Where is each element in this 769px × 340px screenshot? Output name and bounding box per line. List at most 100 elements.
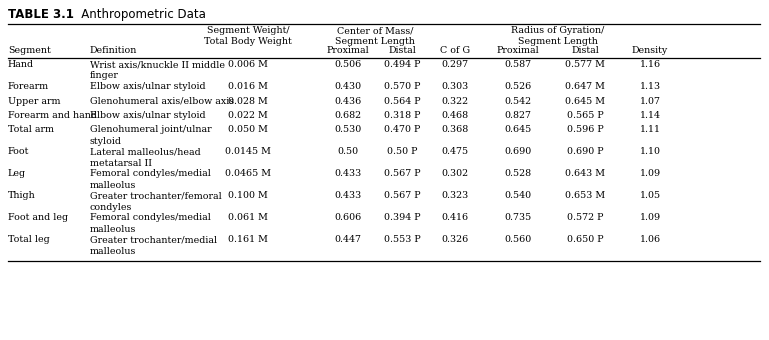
Text: 0.061 M: 0.061 M — [228, 214, 268, 222]
Text: 0.430: 0.430 — [335, 82, 361, 91]
Text: Distal: Distal — [571, 46, 599, 55]
Text: 0.577 M: 0.577 M — [565, 60, 605, 69]
Text: Greater trochanter/medial
malleolus: Greater trochanter/medial malleolus — [90, 236, 217, 256]
Text: 0.468: 0.468 — [441, 111, 468, 120]
Text: Distal: Distal — [388, 46, 416, 55]
Text: 0.526: 0.526 — [504, 82, 531, 91]
Text: Thigh: Thigh — [8, 191, 35, 201]
Text: 0.560: 0.560 — [504, 236, 531, 244]
Text: 0.494 P: 0.494 P — [384, 60, 420, 69]
Text: 1.07: 1.07 — [640, 97, 661, 105]
Text: 0.447: 0.447 — [335, 236, 361, 244]
Text: Density: Density — [632, 46, 668, 55]
Text: 0.565 P: 0.565 P — [567, 111, 604, 120]
Text: 0.735: 0.735 — [504, 214, 531, 222]
Text: 0.827: 0.827 — [504, 111, 531, 120]
Text: 0.567 P: 0.567 P — [384, 191, 421, 201]
Text: 0.303: 0.303 — [441, 82, 468, 91]
Text: Segment: Segment — [8, 46, 51, 55]
Text: Glenohumeral joint/ulnar
styloid: Glenohumeral joint/ulnar styloid — [90, 125, 211, 146]
Text: 0.572 P: 0.572 P — [567, 214, 603, 222]
Text: 0.596 P: 0.596 P — [567, 125, 604, 135]
Text: 0.302: 0.302 — [441, 170, 468, 178]
Text: Anthropometric Data: Anthropometric Data — [70, 8, 206, 21]
Text: 1.09: 1.09 — [640, 170, 661, 178]
Text: 0.645 M: 0.645 M — [565, 97, 605, 105]
Text: 1.05: 1.05 — [640, 191, 661, 201]
Text: 0.567 P: 0.567 P — [384, 170, 421, 178]
Text: 0.542: 0.542 — [504, 97, 531, 105]
Text: Total leg: Total leg — [8, 236, 50, 244]
Text: 0.326: 0.326 — [441, 236, 468, 244]
Text: 0.433: 0.433 — [335, 191, 361, 201]
Text: 0.368: 0.368 — [441, 125, 468, 135]
Text: 0.161 M: 0.161 M — [228, 236, 268, 244]
Text: 0.647 M: 0.647 M — [565, 82, 605, 91]
Text: 1.10: 1.10 — [640, 148, 661, 156]
Text: 0.016 M: 0.016 M — [228, 82, 268, 91]
Text: Femoral condyles/medial
malleolus: Femoral condyles/medial malleolus — [90, 170, 211, 190]
Text: 0.323: 0.323 — [441, 191, 468, 201]
Text: 0.606: 0.606 — [335, 214, 361, 222]
Text: 0.50: 0.50 — [338, 148, 358, 156]
Text: 0.540: 0.540 — [504, 191, 531, 201]
Text: Definition: Definition — [90, 46, 138, 55]
Text: 1.11: 1.11 — [640, 125, 661, 135]
Text: 1.09: 1.09 — [640, 214, 661, 222]
Text: 0.682: 0.682 — [335, 111, 361, 120]
Text: 0.564 P: 0.564 P — [384, 97, 421, 105]
Text: 0.297: 0.297 — [441, 60, 468, 69]
Text: 0.322: 0.322 — [441, 97, 468, 105]
Text: Wrist axis/knuckle II middle
finger: Wrist axis/knuckle II middle finger — [90, 60, 225, 80]
Text: 0.100 M: 0.100 M — [228, 191, 268, 201]
Text: 1.06: 1.06 — [640, 236, 661, 244]
Text: Forearm: Forearm — [8, 82, 49, 91]
Text: 0.318 P: 0.318 P — [384, 111, 420, 120]
Text: Elbow axis/ulnar styloid: Elbow axis/ulnar styloid — [90, 82, 205, 91]
Text: 0.416: 0.416 — [441, 214, 468, 222]
Text: Radius of Gyration/
Segment Length: Radius of Gyration/ Segment Length — [511, 26, 604, 46]
Text: 0.506: 0.506 — [335, 60, 361, 69]
Text: 0.433: 0.433 — [335, 170, 361, 178]
Text: Elbow axis/ulnar styloid: Elbow axis/ulnar styloid — [90, 111, 205, 120]
Text: TABLE 3.1: TABLE 3.1 — [8, 8, 74, 21]
Text: 0.653 M: 0.653 M — [565, 191, 605, 201]
Text: 0.022 M: 0.022 M — [228, 111, 268, 120]
Text: 0.436: 0.436 — [335, 97, 361, 105]
Text: 0.475: 0.475 — [441, 148, 468, 156]
Text: 0.570 P: 0.570 P — [384, 82, 420, 91]
Text: 0.650 P: 0.650 P — [567, 236, 604, 244]
Text: 0.645: 0.645 — [504, 125, 531, 135]
Text: Leg: Leg — [8, 170, 26, 178]
Text: 0.006 M: 0.006 M — [228, 60, 268, 69]
Text: C of G: C of G — [440, 46, 470, 55]
Text: 0.0145 M: 0.0145 M — [225, 148, 271, 156]
Text: 0.587: 0.587 — [504, 60, 531, 69]
Text: Proximal: Proximal — [327, 46, 369, 55]
Text: 0.028 M: 0.028 M — [228, 97, 268, 105]
Text: Total arm: Total arm — [8, 125, 54, 135]
Text: Center of Mass/
Segment Length: Center of Mass/ Segment Length — [335, 26, 415, 46]
Text: 0.530: 0.530 — [335, 125, 361, 135]
Text: 0.690: 0.690 — [504, 148, 531, 156]
Text: Foot: Foot — [8, 148, 29, 156]
Text: 0.0465 M: 0.0465 M — [225, 170, 271, 178]
Text: Femoral condyles/medial
malleolus: Femoral condyles/medial malleolus — [90, 214, 211, 234]
Text: Hand: Hand — [8, 60, 34, 69]
Text: Glenohumeral axis/elbow axis: Glenohumeral axis/elbow axis — [90, 97, 234, 105]
Text: 0.643 M: 0.643 M — [565, 170, 605, 178]
Text: Greater trochanter/femoral
condyles: Greater trochanter/femoral condyles — [90, 191, 221, 211]
Text: 0.690 P: 0.690 P — [567, 148, 604, 156]
Text: 0.50 P: 0.50 P — [387, 148, 418, 156]
Text: 1.13: 1.13 — [640, 82, 661, 91]
Text: 0.394 P: 0.394 P — [384, 214, 421, 222]
Text: 1.16: 1.16 — [640, 60, 661, 69]
Text: Upper arm: Upper arm — [8, 97, 61, 105]
Text: Lateral malleolus/head
metatarsal II: Lateral malleolus/head metatarsal II — [90, 148, 201, 168]
Text: 0.553 P: 0.553 P — [384, 236, 421, 244]
Text: Proximal: Proximal — [497, 46, 539, 55]
Text: 1.14: 1.14 — [640, 111, 661, 120]
Text: Segment Weight/
Total Body Weight: Segment Weight/ Total Body Weight — [204, 26, 292, 46]
Text: 0.470 P: 0.470 P — [384, 125, 420, 135]
Text: Forearm and hand: Forearm and hand — [8, 111, 97, 120]
